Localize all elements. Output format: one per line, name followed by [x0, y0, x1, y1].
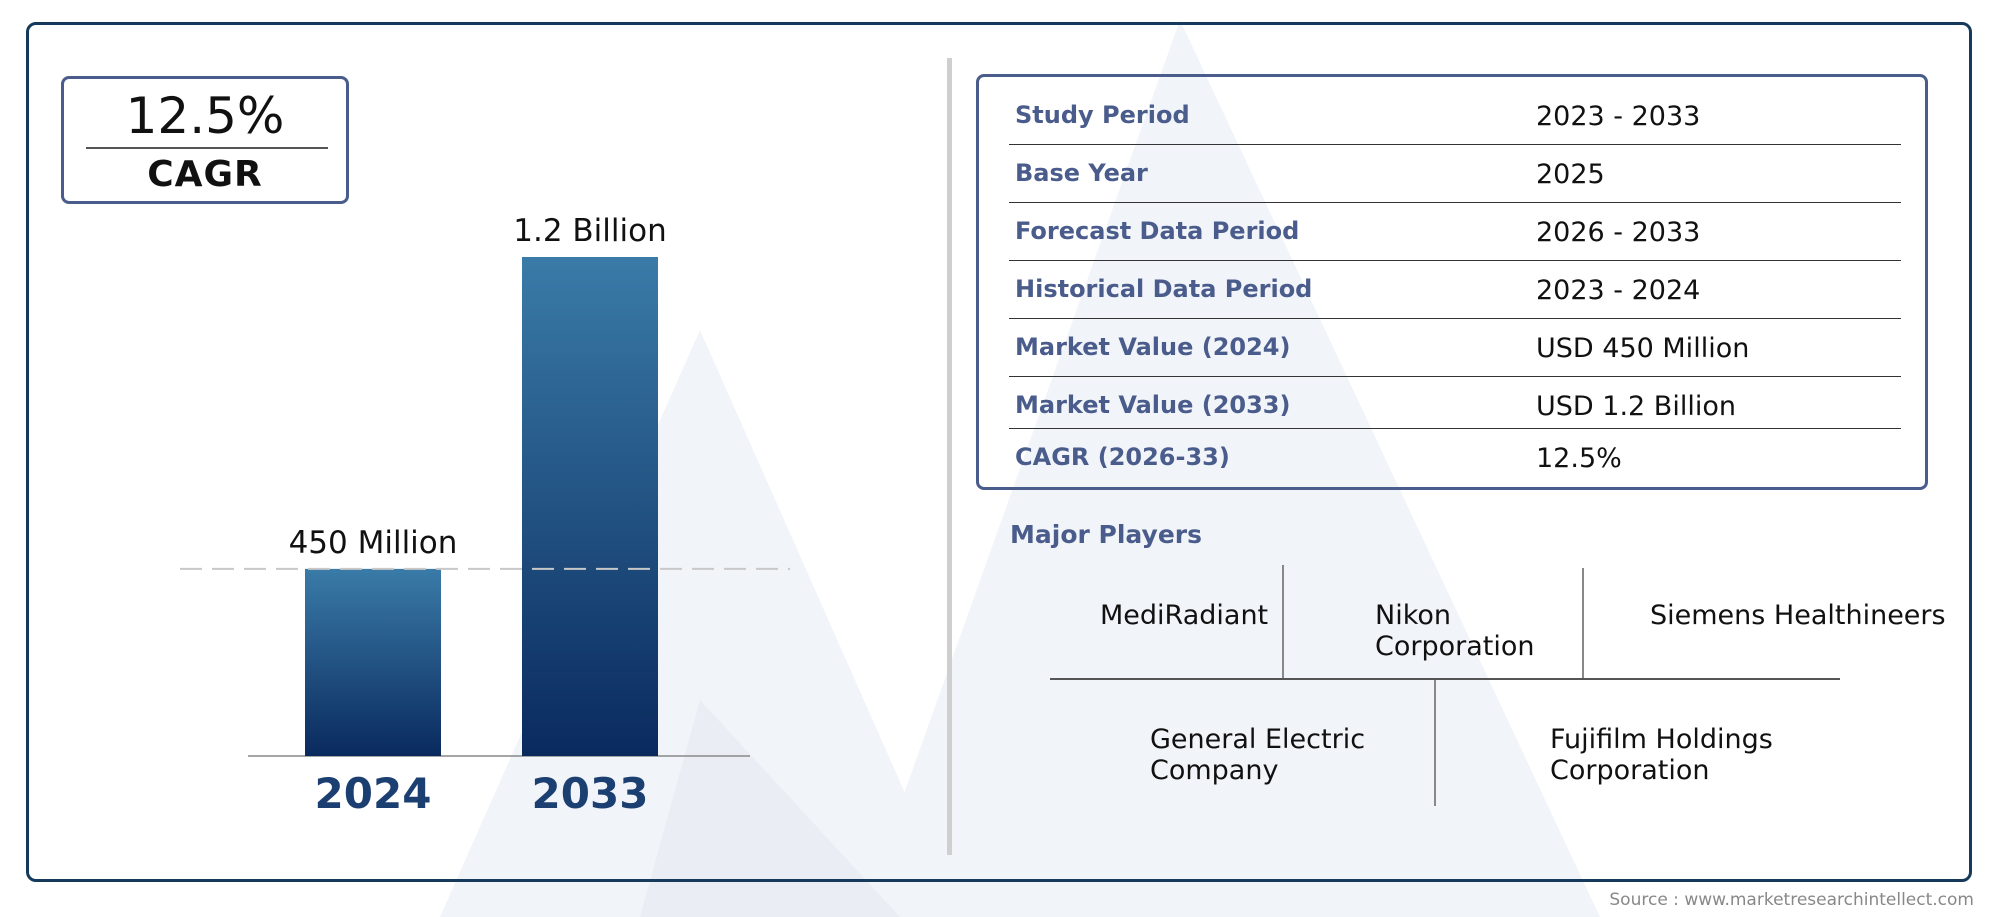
market-bar-chart: 450 Million 2024 1.2 Billion 2033	[180, 213, 790, 818]
source-credit: Source : www.marketresearchintellect.com	[1609, 890, 1974, 910]
data-label: 1.2 Billion	[513, 213, 667, 249]
category-label: 2033	[532, 769, 649, 818]
info-label: Forecast Data Period	[1015, 217, 1300, 245]
info-value: USD 1.2 Billion	[1536, 391, 1736, 422]
player-name-line: General Electric	[1150, 724, 1366, 755]
player-grid-line	[1282, 565, 1284, 678]
cagr-value: 12.5%	[125, 87, 285, 145]
player-name: Nikon Corporation	[1375, 600, 1535, 662]
info-row: Market Value (2033) USD 1.2 Billion	[1009, 377, 1901, 429]
player-name-line: Corporation	[1375, 631, 1535, 662]
info-row: Market Value (2024) USD 450 Million	[1009, 319, 1901, 377]
player-name-line: Fujifilm Holdings	[1550, 724, 1773, 755]
info-value: 2023 - 2033	[1536, 101, 1701, 132]
info-row: CAGR (2026-33) 12.5%	[1009, 429, 1901, 485]
player-grid-line	[1582, 568, 1584, 678]
cagr-label: CAGR	[147, 154, 263, 195]
player-grid-line	[1050, 678, 1840, 680]
cagr-box: 12.5% CAGR	[61, 76, 349, 204]
player-name-line: MediRadiant	[1100, 600, 1269, 631]
player-name-line: Siemens Healthineers	[1650, 600, 1946, 631]
info-value: 2025	[1536, 159, 1605, 190]
infographic-frame	[26, 22, 1972, 882]
info-label: Market Value (2024)	[1015, 333, 1291, 361]
player-name: MediRadiant	[1100, 600, 1268, 631]
info-value: 12.5%	[1536, 443, 1622, 474]
cagr-divider	[86, 147, 328, 149]
player-name-line: Company	[1150, 755, 1279, 786]
player-grid-line	[1434, 680, 1436, 806]
player-name: Fujifilm Holdings Corporation	[1550, 724, 1773, 786]
info-label: Study Period	[1015, 101, 1190, 129]
info-label: Market Value (2033)	[1015, 391, 1291, 419]
info-value: 2023 - 2024	[1536, 275, 1701, 306]
player-name: General Electric Company	[1150, 724, 1365, 786]
info-label: Base Year	[1015, 159, 1148, 187]
info-label: Historical Data Period	[1015, 275, 1313, 303]
info-row: Base Year 2025	[1009, 145, 1901, 203]
info-value: 2026 - 2033	[1536, 217, 1701, 248]
player-name-line: Corporation	[1550, 755, 1710, 786]
category-label: 2024	[315, 769, 432, 818]
major-players-title: Major Players	[1010, 520, 1202, 549]
data-label: 450 Million	[289, 525, 458, 561]
info-row: Study Period 2023 - 2033	[1009, 87, 1901, 145]
info-row: Forecast Data Period 2026 - 2033	[1009, 203, 1901, 261]
info-value: USD 450 Million	[1536, 333, 1750, 364]
info-label: CAGR (2026-33)	[1015, 443, 1230, 471]
bar-2033	[522, 257, 658, 756]
player-name-line: Nikon	[1375, 600, 1452, 631]
info-row: Historical Data Period 2023 - 2024	[1009, 261, 1901, 319]
panel-divider	[947, 58, 952, 855]
bar-2024	[305, 568, 441, 756]
player-name: Siemens Healthineers	[1650, 600, 1946, 631]
market-info-table: Study Period 2023 - 2033 Base Year 2025 Fore…	[976, 74, 1928, 490]
